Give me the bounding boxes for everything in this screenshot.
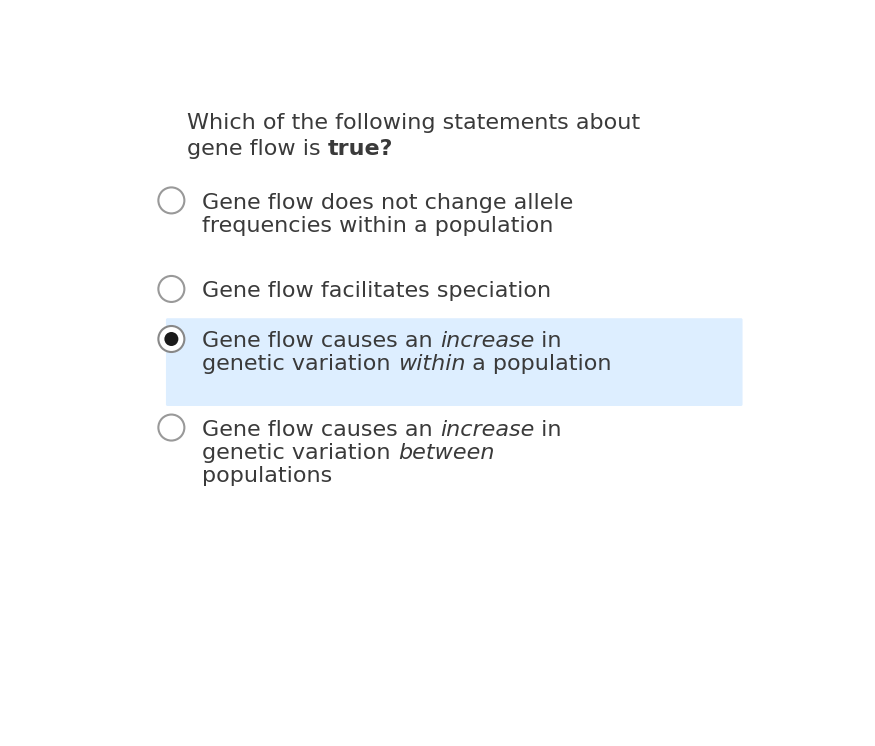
Text: populations: populations [202, 466, 332, 486]
FancyBboxPatch shape [166, 319, 743, 406]
Text: between: between [398, 443, 494, 463]
Text: Gene flow causes an: Gene flow causes an [202, 331, 440, 351]
Text: gene flow is: gene flow is [187, 139, 327, 159]
Text: a population: a population [466, 354, 612, 374]
Text: increase: increase [440, 420, 535, 440]
Text: within: within [398, 354, 466, 374]
Text: Gene flow does not change allele: Gene flow does not change allele [202, 192, 574, 213]
Text: genetic variation: genetic variation [202, 354, 398, 374]
Ellipse shape [158, 415, 185, 441]
Text: genetic variation: genetic variation [202, 443, 398, 463]
Ellipse shape [164, 332, 178, 346]
Text: frequencies within a population: frequencies within a population [202, 216, 554, 236]
Text: in: in [535, 331, 562, 351]
Text: Which of the following statements about: Which of the following statements about [187, 113, 640, 133]
Text: Gene flow causes an: Gene flow causes an [202, 420, 440, 440]
Text: Gene flow facilitates speciation: Gene flow facilitates speciation [202, 281, 551, 301]
Text: in: in [535, 420, 562, 440]
Ellipse shape [158, 326, 185, 352]
Text: true?: true? [327, 139, 393, 159]
Text: increase: increase [440, 331, 535, 351]
Ellipse shape [158, 187, 185, 213]
Ellipse shape [158, 276, 185, 302]
